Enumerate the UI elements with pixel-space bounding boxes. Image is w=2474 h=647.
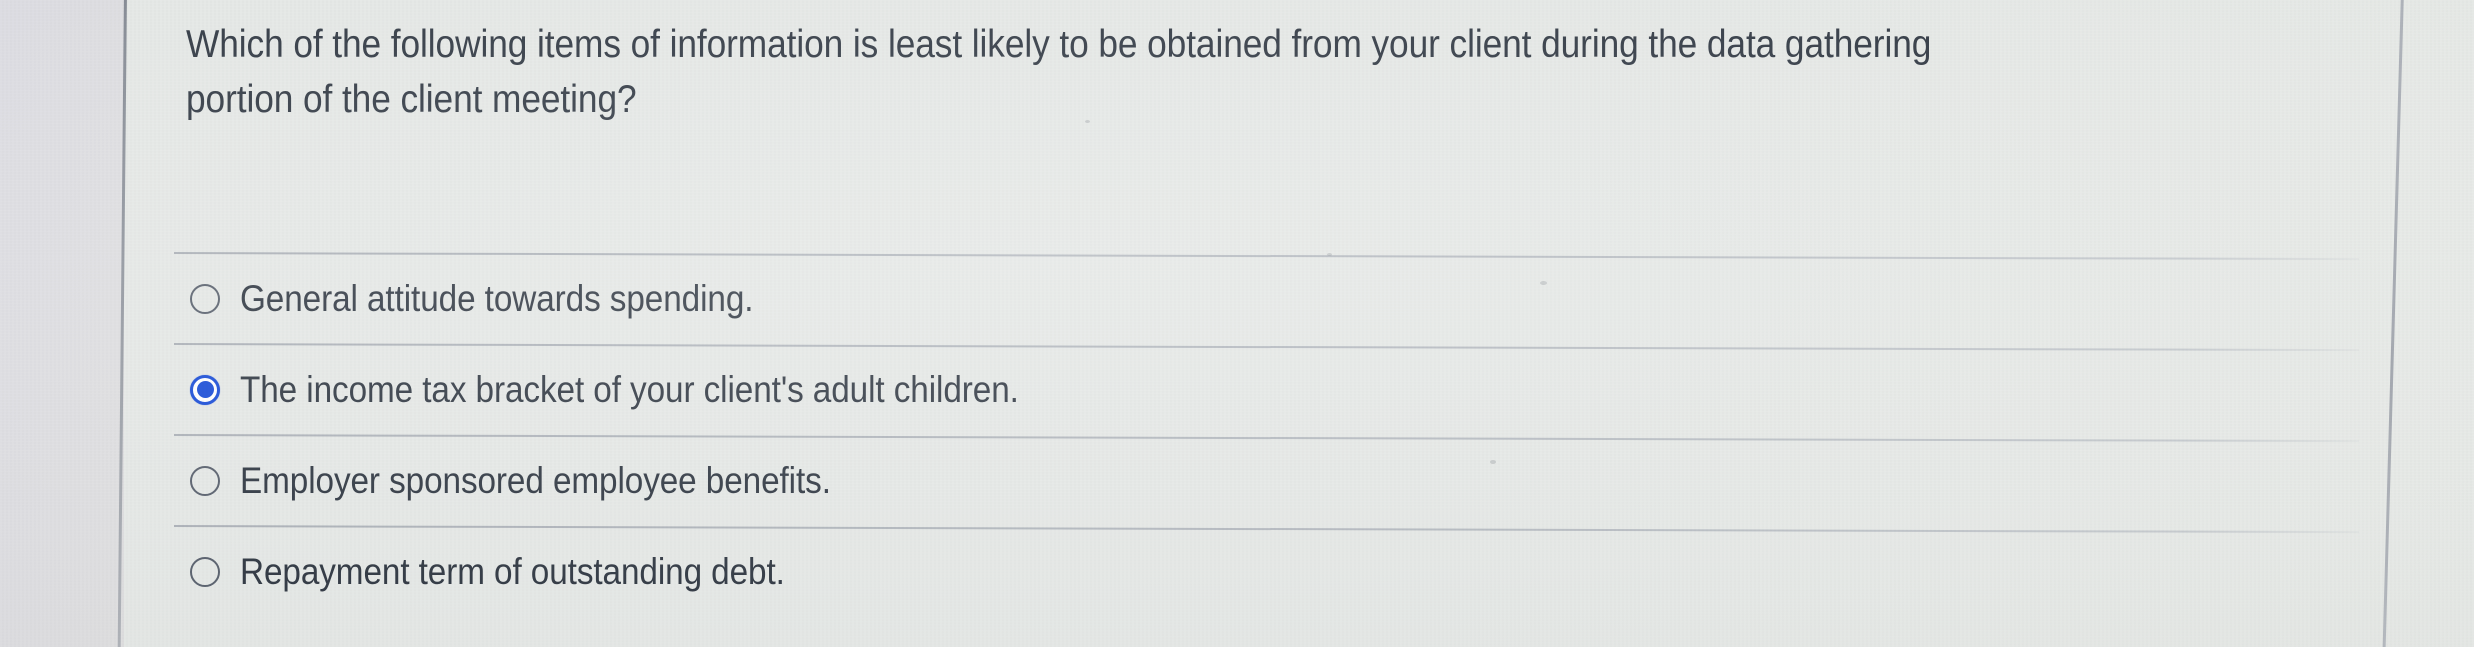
answer-option-2-label: The income tax bracket of your client's …	[240, 368, 1019, 410]
radio-unchecked-icon[interactable]	[190, 283, 220, 314]
answer-option-1-label: General attitude towards spending.	[240, 277, 754, 319]
answer-options-list: General attitude towards spending. The i…	[173, 252, 2364, 616]
answer-option-3-label: Employer sponsored employee benefits.	[240, 459, 831, 501]
left-gutter	[0, 0, 124, 647]
radio-unchecked-icon[interactable]	[190, 465, 220, 496]
radio-checked-icon[interactable]	[190, 374, 220, 405]
answer-option-4[interactable]: Repayment term of outstanding debt.	[174, 527, 2364, 616]
radio-unchecked-icon[interactable]	[190, 556, 220, 587]
question-text-line-1: Which of the following items of informat…	[186, 23, 1932, 66]
question-text-line-2: portion of the client meeting?	[186, 78, 637, 121]
question-stem: Which of the following items of informat…	[186, 20, 2376, 124]
question-panel: Which of the following items of informat…	[124, 0, 2404, 647]
answer-option-4-label: Repayment term of outstanding debt.	[240, 550, 785, 592]
answer-option-2[interactable]: The income tax bracket of your client's …	[174, 345, 2364, 434]
answer-option-3[interactable]: Employer sponsored employee benefits.	[174, 436, 2364, 525]
answer-option-1[interactable]: General attitude towards spending.	[174, 254, 2364, 343]
